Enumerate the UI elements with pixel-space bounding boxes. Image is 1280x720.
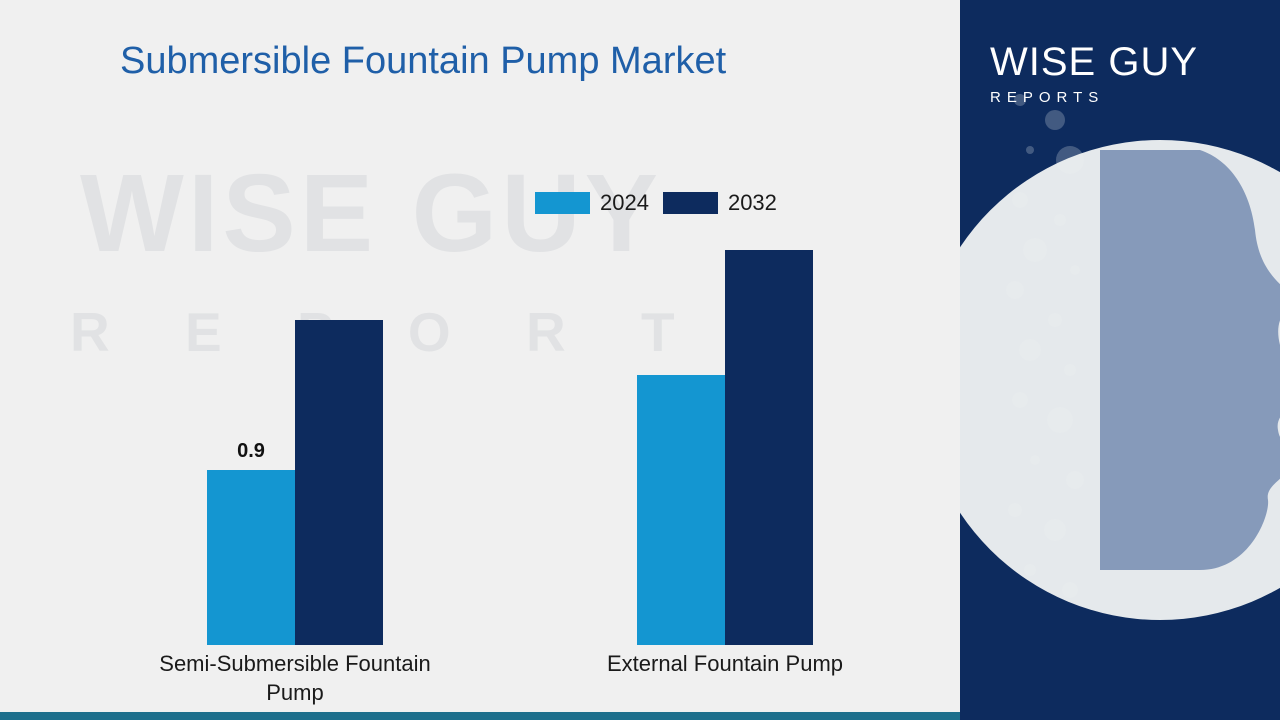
bar-value-2024-semi-submersible: 0.9 xyxy=(207,440,295,463)
legend-item-2032[interactable]: 2032 xyxy=(663,190,777,216)
category-label-semi-submersible: Semi-Submersible Fountain Pump xyxy=(130,650,460,707)
legend-item-2024[interactable]: 2024 xyxy=(535,190,649,216)
bar-2032-external[interactable] xyxy=(725,250,813,645)
page-title: Submersible Fountain Pump Market xyxy=(120,40,726,83)
category-group-semi-submersible: 0.9 Semi-Submersible Fountain Pump xyxy=(130,245,460,645)
face-silhouette-icon xyxy=(1100,150,1280,570)
brand-logo: WISE GUY REPORTS xyxy=(990,40,1270,106)
category-label-external: External Fountain Pump xyxy=(560,650,890,679)
chart-legend: 2024 2032 xyxy=(535,190,777,216)
category-group-external: External Fountain Pump xyxy=(560,245,890,645)
brand-side-panel: WISE GUY REPORTS xyxy=(960,0,1280,720)
logo-subtitle-text: REPORTS xyxy=(990,89,1270,106)
bar-2024-semi-submersible[interactable]: 0.9 xyxy=(207,470,295,645)
bottom-accent-border xyxy=(0,712,960,720)
bar-2032-semi-submersible[interactable] xyxy=(295,320,383,645)
chart-area: Market Size in USD Billion 2024 2032 0.9… xyxy=(0,150,960,710)
legend-swatch-2032 xyxy=(663,192,718,214)
legend-label-2032: 2032 xyxy=(728,190,777,216)
legend-label-2024: 2024 xyxy=(600,190,649,216)
logo-title-text: WISE GUY xyxy=(990,40,1270,85)
bars-container: 0.9 Semi-Submersible Fountain Pump Exter… xyxy=(130,245,910,645)
slide-root: WISE GUY R E P O R T S Submersible Fount… xyxy=(0,0,1280,720)
legend-swatch-2024 xyxy=(535,192,590,214)
bar-2024-external[interactable] xyxy=(637,375,725,645)
